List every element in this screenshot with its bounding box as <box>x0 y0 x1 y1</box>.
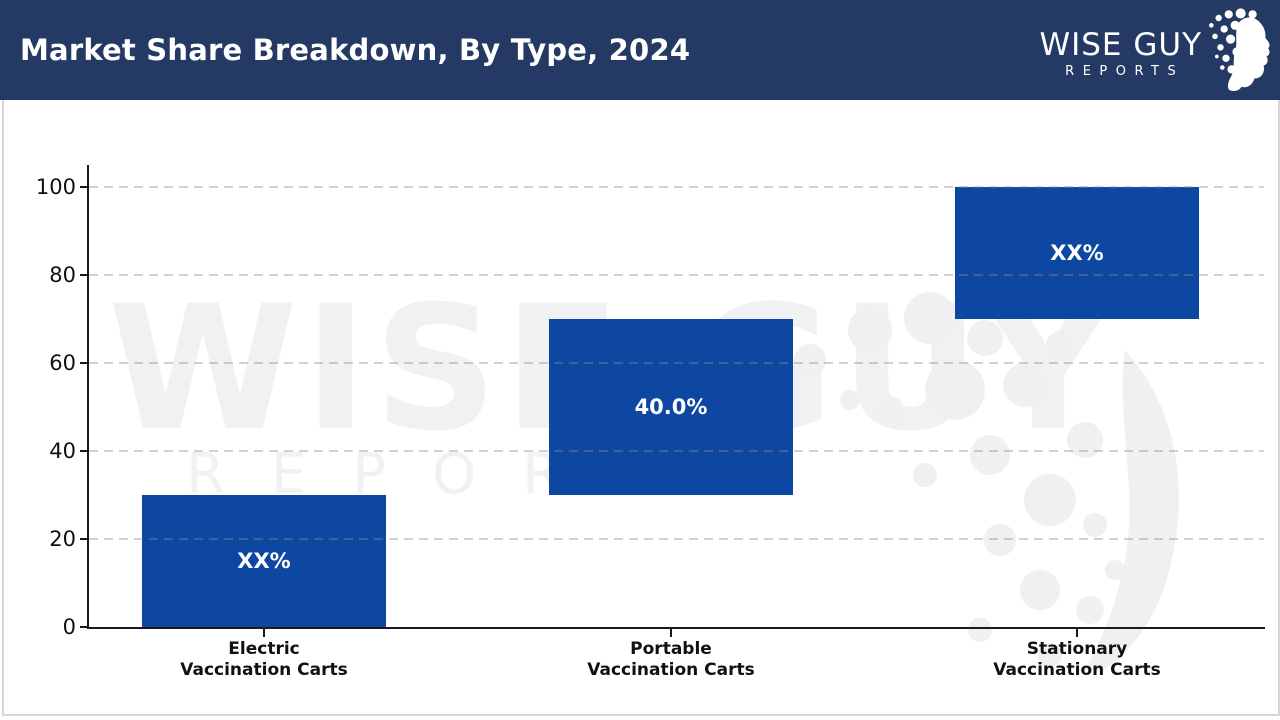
gridline <box>89 362 1264 364</box>
bar <box>955 187 1199 319</box>
x-tick-mark <box>1076 629 1078 637</box>
x-tick-mark <box>263 629 265 637</box>
category-label-line: Portable <box>630 639 712 659</box>
category-label-line: Stationary <box>1026 639 1128 659</box>
category-label-line: Vaccination Carts <box>993 660 1161 680</box>
y-tick-label: 0 <box>62 615 76 639</box>
header-bar: Market Share Breakdown, By Type, 2024 WI… <box>0 0 1280 100</box>
brand-name: WISE GUY <box>1039 26 1202 63</box>
y-tick-label: 100 <box>35 175 76 199</box>
bar-value-label: XX% <box>1050 241 1104 265</box>
bar <box>549 319 793 495</box>
y-tick-mark <box>80 274 88 276</box>
gridline <box>89 450 1264 452</box>
x-tick-mark <box>670 629 672 637</box>
brand-subtitle: REPORTS <box>1065 63 1185 79</box>
y-tick-mark <box>80 626 88 628</box>
category-label-line: Electric <box>228 639 300 659</box>
y-tick-label: 80 <box>49 263 76 287</box>
y-tick-mark <box>80 186 88 188</box>
y-axis-line <box>87 165 89 629</box>
category-label: Portable Vaccination Carts <box>511 639 831 681</box>
y-tick-label: 20 <box>49 527 76 551</box>
category-label-line: Vaccination Carts <box>587 660 755 680</box>
x-axis-line <box>87 627 1265 629</box>
brand-logo-text: WISE GUY REPORTS <box>1039 28 1202 79</box>
category-label-line: Vaccination Carts <box>180 660 348 680</box>
brand-logo: WISE GUY REPORTS <box>1039 8 1270 98</box>
y-tick-label: 40 <box>49 439 76 463</box>
y-tick-mark <box>80 450 88 452</box>
gridline <box>89 538 1264 540</box>
category-label: Stationary Vaccination Carts <box>917 639 1237 681</box>
y-tick-label: 60 <box>49 351 76 375</box>
bar-value-label: XX% <box>237 549 291 573</box>
brand-face-icon <box>1204 8 1270 98</box>
bar-value-label: 40.0% <box>634 395 708 419</box>
page-title: Market Share Breakdown, By Type, 2024 <box>20 33 691 67</box>
gridline <box>89 274 1264 276</box>
category-label: Electric Vaccination Carts <box>104 639 424 681</box>
y-tick-mark <box>80 538 88 540</box>
panel-border <box>2 100 1280 716</box>
bar <box>142 495 386 627</box>
y-tick-mark <box>80 362 88 364</box>
gridline <box>89 186 1264 188</box>
watermark-face-dots-icon <box>740 200 1200 682</box>
